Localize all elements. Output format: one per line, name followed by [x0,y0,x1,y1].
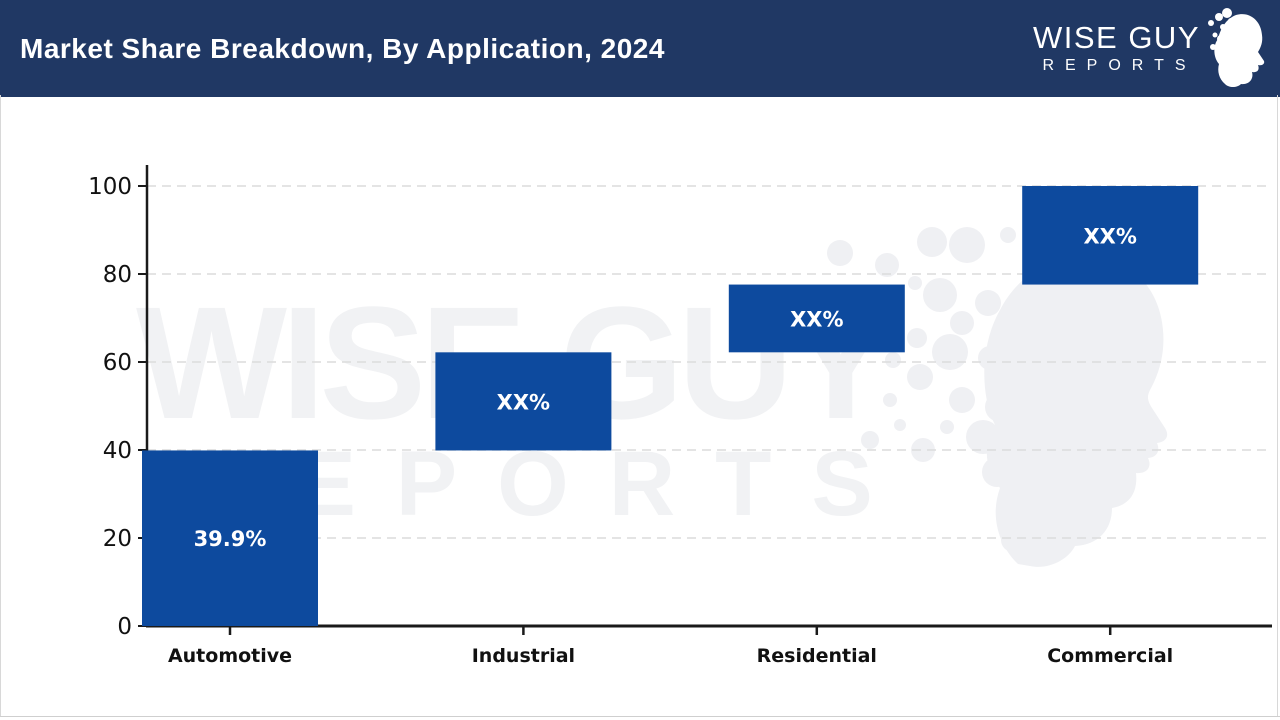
x-category-label: Commercial [1047,645,1173,667]
y-tick-label: 80 [103,262,132,288]
y-tick-label: 60 [103,350,132,376]
y-tick-label: 40 [103,438,132,464]
bar-value-label: XX% [790,307,843,331]
y-tick-label: 100 [88,174,132,200]
bar-commercial [1022,186,1199,285]
brand-logo: WISE GUY REPORTS [1032,7,1268,90]
bar-value-label: XX% [497,390,550,414]
chart-title: Market Share Breakdown, By Application, … [20,32,665,64]
bar-residential [728,284,905,353]
bottom-border-line [0,716,1280,717]
x-category-label: Industrial [472,645,575,667]
bar-industrial [435,352,612,451]
x-category-label: Automotive [168,645,292,667]
left-border-line [0,95,1,717]
brand-face-icon [1208,7,1265,87]
header-bar: Market Share Breakdown, By Application, … [0,0,1280,97]
bar-value-label: XX% [1083,224,1136,248]
x-category-label: Residential [757,645,877,667]
brand-wordmark: WISE GUY REPORTS [1032,19,1200,76]
y-tick-label: 0 [117,614,132,640]
y-tick-label: 20 [103,526,132,552]
bar-value-label: 39.9% [194,527,267,551]
bar-automotive [142,450,318,626]
brand-reports-text: REPORTS [1042,57,1197,75]
brand-name-text: WISE GUY [1032,19,1200,55]
right-border-line [1277,95,1278,717]
